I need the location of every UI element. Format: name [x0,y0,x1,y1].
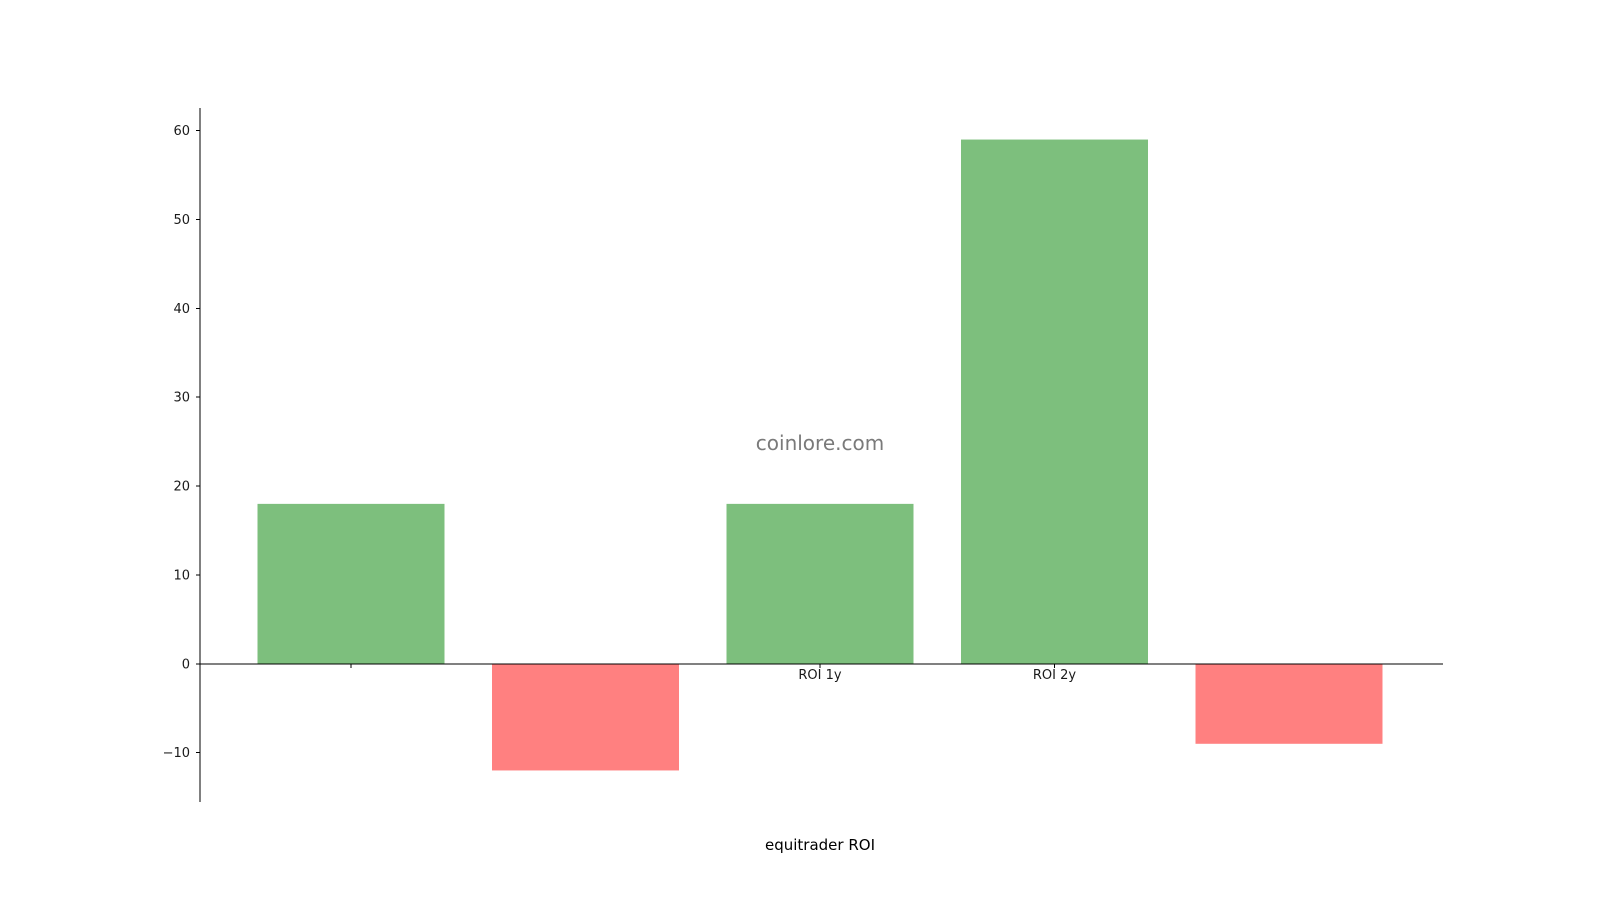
y-tick-label-50: 50 [173,213,190,228]
bar-1 [492,663,679,771]
y-tick-label-10: 10 [173,568,190,583]
x-tick-label-roi-1y: ROI 1y [798,668,842,683]
bar-roi-2y [961,139,1148,664]
y-tick-label-30: 30 [173,391,190,406]
bar-0 [257,503,445,664]
y-tick-label-20: 20 [173,480,190,495]
chart-xlabel: equitrader ROI [764,836,876,854]
bar-roi-1y [726,503,914,664]
y-tick-label--10: −10 [163,746,190,761]
bar-4 [1195,663,1383,744]
y-tick-label-60: 60 [173,124,190,139]
x-tick-label-roi-2y: ROI 2y [1033,668,1077,683]
y-tick-label-40: 40 [173,302,190,317]
y-tick-label-0: 0 [182,657,190,672]
watermark: coinlore.com [755,431,885,455]
